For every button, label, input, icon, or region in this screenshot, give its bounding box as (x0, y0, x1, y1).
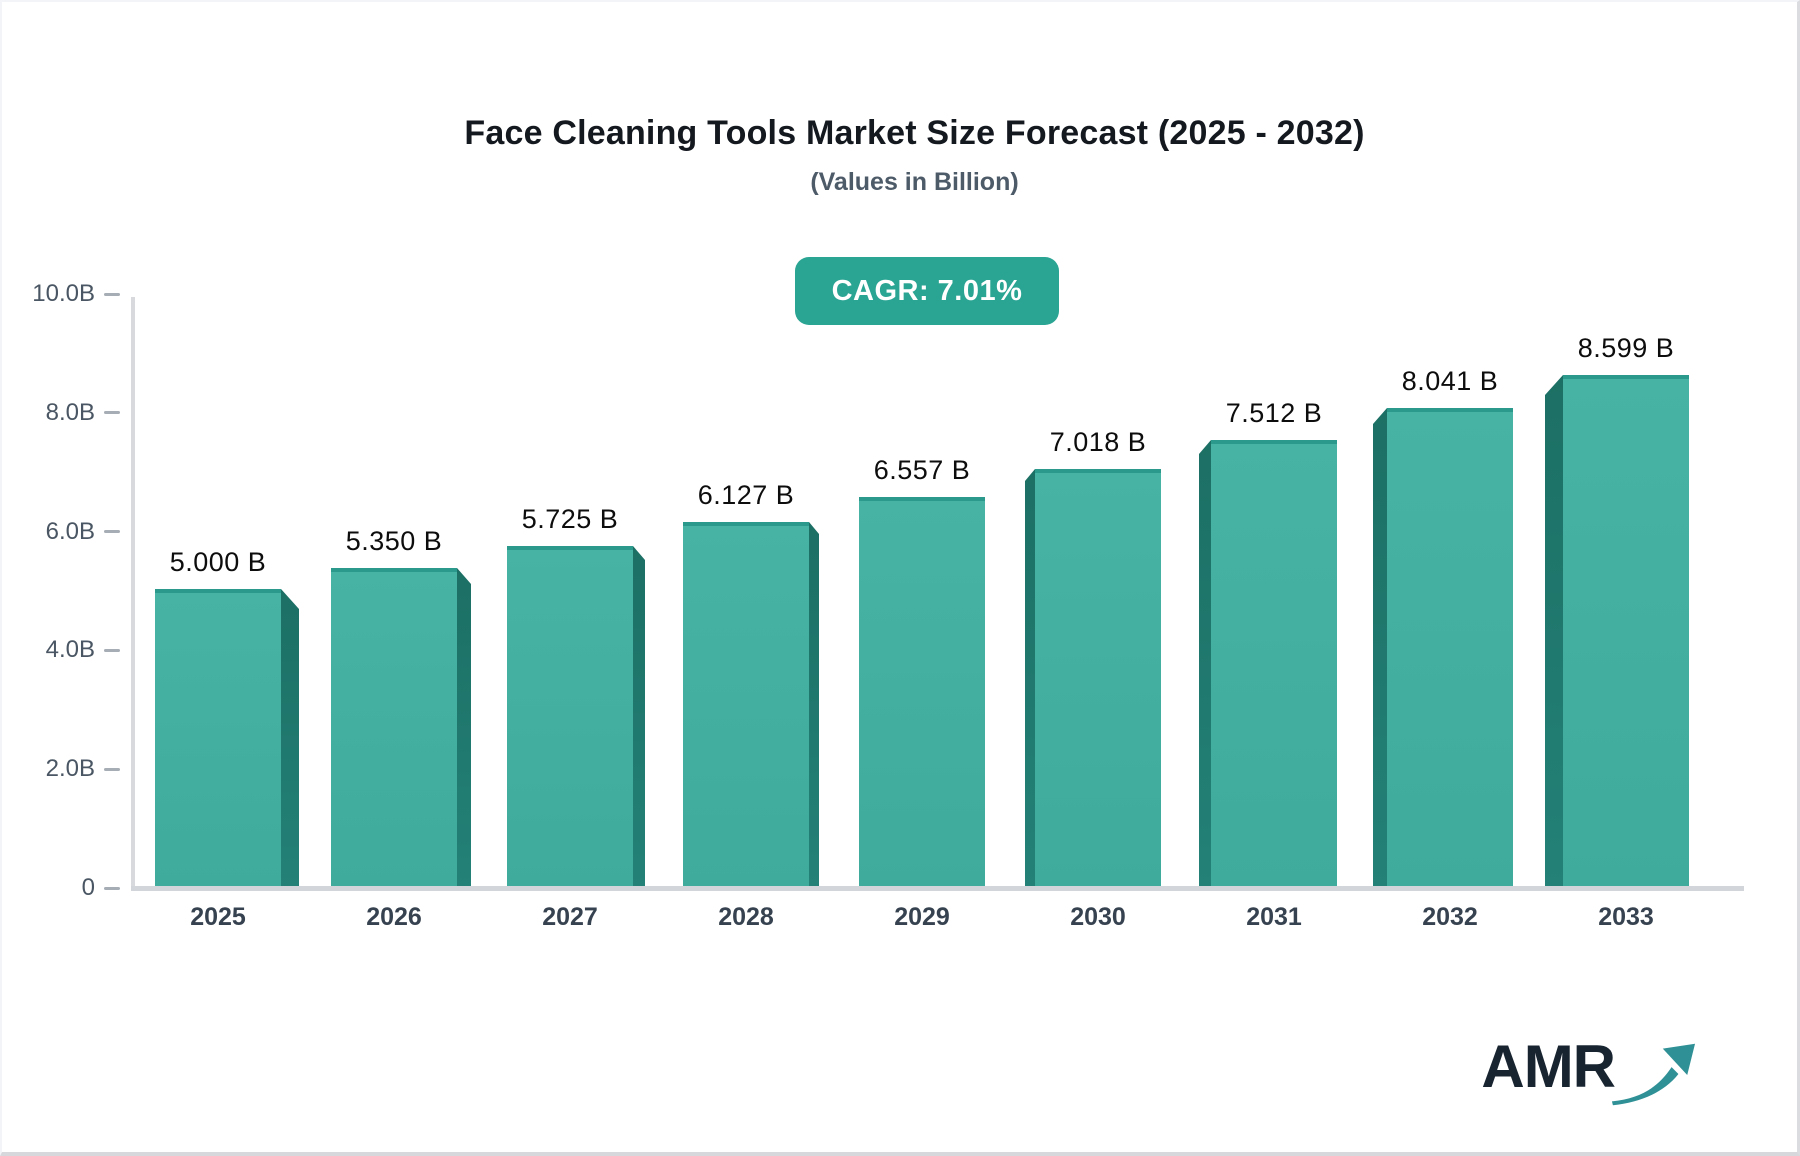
bar-2027: 5.725 B (507, 504, 645, 886)
bar-side-3d (1545, 375, 1563, 886)
bar-side-3d (1025, 469, 1035, 886)
x-tick-label-2033: 2033 (1598, 903, 1654, 931)
y-tick-8.0B: 8.0B (2, 398, 120, 426)
y-tick-label: 6.0B (45, 517, 95, 545)
bar-2032: 8.041 B (1373, 366, 1513, 886)
chart-subtitle: (Values in Billion) (810, 168, 1019, 196)
cagr-badge-label: CAGR: 7.01% (831, 274, 1023, 307)
cagr-badge: CAGR: 7.01% (795, 257, 1059, 325)
y-tick-mark (104, 767, 120, 771)
x-tick-label-2029: 2029 (894, 903, 950, 931)
bar-2028: 6.127 B (683, 480, 819, 886)
y-axis-line (131, 297, 135, 891)
bar-value-label: 8.599 B (1577, 333, 1675, 363)
x-tick-label-2025: 2025 (190, 903, 246, 931)
y-tick-mark (104, 886, 120, 890)
y-tick-2.0B: 2.0B (2, 755, 120, 783)
x-tick-label-2026: 2026 (366, 903, 422, 931)
bar-value-label: 7.018 B (1049, 427, 1147, 457)
x-axis-line (131, 886, 1744, 891)
bar-value-label: 6.557 B (873, 455, 971, 485)
bar-side-3d (1199, 440, 1211, 886)
bar-value-label: 8.041 B (1401, 366, 1499, 396)
y-tick-label: 10.0B (32, 280, 95, 307)
bar-value-label: 6.127 B (697, 480, 795, 510)
bar-2029: 6.557 B (859, 455, 985, 886)
amr-logo: AMR (1481, 1034, 1697, 1106)
bar-2025: 5.000 B (155, 547, 299, 886)
amr-logo-text: AMR (1481, 1033, 1616, 1100)
y-tick-label: 2.0B (45, 755, 95, 783)
bar-value-label: 5.000 B (169, 547, 267, 577)
x-tick-label-2027: 2027 (542, 903, 598, 931)
bar-side-3d (633, 546, 645, 886)
x-tick-label-2028: 2028 (718, 903, 774, 931)
bar-2026: 5.350 B (331, 526, 471, 886)
y-tick-4.0B: 4.0B (2, 636, 120, 664)
bar-face (1211, 440, 1337, 886)
bar-value-label: 5.725 B (521, 504, 619, 534)
bar-side-3d (457, 568, 471, 886)
bar-face (859, 497, 985, 886)
bar-face (331, 568, 457, 886)
y-tick-0: 0 (2, 874, 120, 901)
bar-value-label: 5.350 B (345, 526, 443, 556)
y-tick-mark (104, 530, 120, 534)
y-tick-mark (104, 648, 120, 652)
bar-face (1035, 469, 1161, 886)
y-tick-6.0B: 6.0B (2, 517, 120, 545)
y-tick-10.0B: 10.0B (2, 280, 120, 307)
bar-side-3d (809, 522, 819, 886)
bar-2030: 7.018 B (1025, 427, 1161, 886)
x-tick-label-2031: 2031 (1246, 903, 1302, 931)
trend-arrow-icon (1611, 1043, 1696, 1106)
chart-title: Face Cleaning Tools Market Size Forecast… (464, 114, 1365, 152)
x-tick-label-2030: 2030 (1070, 903, 1126, 931)
bar-face (1387, 408, 1513, 886)
x-tick-label-2032: 2032 (1422, 903, 1478, 931)
bar-face (683, 522, 809, 886)
bar-2031: 7.512 B (1199, 398, 1337, 886)
bar-side-3d (281, 589, 299, 886)
y-tick-mark (104, 292, 120, 296)
bar-side-3d (1373, 408, 1387, 886)
bar-face (1563, 375, 1689, 886)
bar-face (155, 589, 281, 886)
y-tick-label: 4.0B (45, 636, 95, 664)
bar-2033: 8.599 B (1545, 333, 1689, 886)
y-tick-mark (104, 411, 120, 415)
y-tick-label: 0 (81, 874, 95, 901)
bar-face (507, 546, 633, 886)
y-tick-label: 8.0B (45, 398, 95, 426)
bar-value-label: 7.512 B (1225, 398, 1323, 428)
